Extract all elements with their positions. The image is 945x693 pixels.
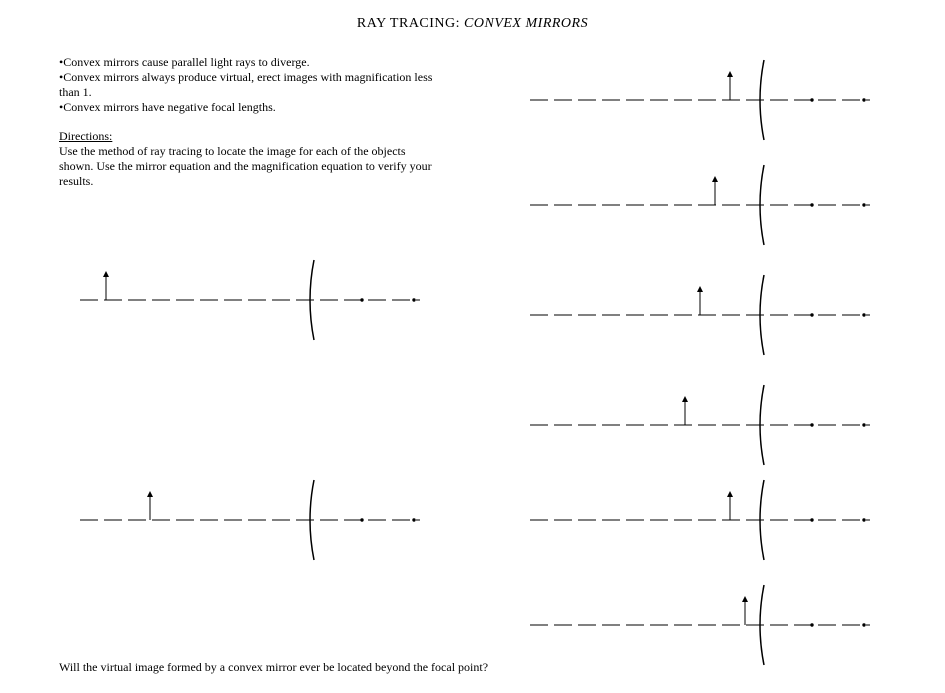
object-arrow-head-icon (742, 596, 748, 602)
intro-block: •Convex mirrors cause parallel light ray… (59, 55, 439, 189)
object-arrow-head-icon (147, 491, 153, 497)
object-arrow-head-icon (103, 271, 109, 277)
center-point (862, 203, 865, 206)
bottom-question: Will the virtual image formed by a conve… (59, 660, 488, 675)
center-point (412, 298, 415, 301)
focal-point (810, 98, 813, 101)
center-point (412, 518, 415, 521)
ray-diagram-left-1 (70, 250, 430, 350)
page-title: RAY TRACING: CONVEX MIRRORS (0, 16, 945, 32)
title-plain: RAY TRACING: (357, 16, 464, 31)
center-point (862, 623, 865, 626)
bullet-3: •Convex mirrors have negative focal leng… (59, 100, 439, 115)
ray-diagram-right-3 (520, 265, 880, 365)
directions-label: Directions: (59, 129, 439, 144)
center-point (862, 423, 865, 426)
ray-diagram-right-1 (520, 50, 880, 150)
bullet-2: •Convex mirrors always produce virtual, … (59, 70, 439, 100)
center-point (862, 313, 865, 316)
ray-diagram-right-2 (520, 155, 880, 255)
object-arrow-head-icon (727, 71, 733, 77)
focal-point (360, 298, 363, 301)
ray-diagram-right-6 (520, 575, 880, 675)
title-italic: CONVEX MIRRORS (464, 16, 588, 31)
object-arrow-head-icon (727, 491, 733, 497)
object-arrow-head-icon (682, 396, 688, 402)
center-point (862, 98, 865, 101)
object-arrow-head-icon (712, 176, 718, 182)
bullet-1: •Convex mirrors cause parallel light ray… (59, 55, 439, 70)
focal-point (810, 313, 813, 316)
directions-body: Use the method of ray tracing to locate … (59, 144, 439, 189)
focal-point (810, 203, 813, 206)
center-point (862, 518, 865, 521)
object-arrow-head-icon (697, 286, 703, 292)
ray-diagram-right-4 (520, 375, 880, 475)
ray-diagram-left-2 (70, 470, 430, 570)
focal-point (810, 518, 813, 521)
focal-point (360, 518, 363, 521)
ray-diagram-right-5 (520, 470, 880, 570)
focal-point (810, 623, 813, 626)
focal-point (810, 423, 813, 426)
